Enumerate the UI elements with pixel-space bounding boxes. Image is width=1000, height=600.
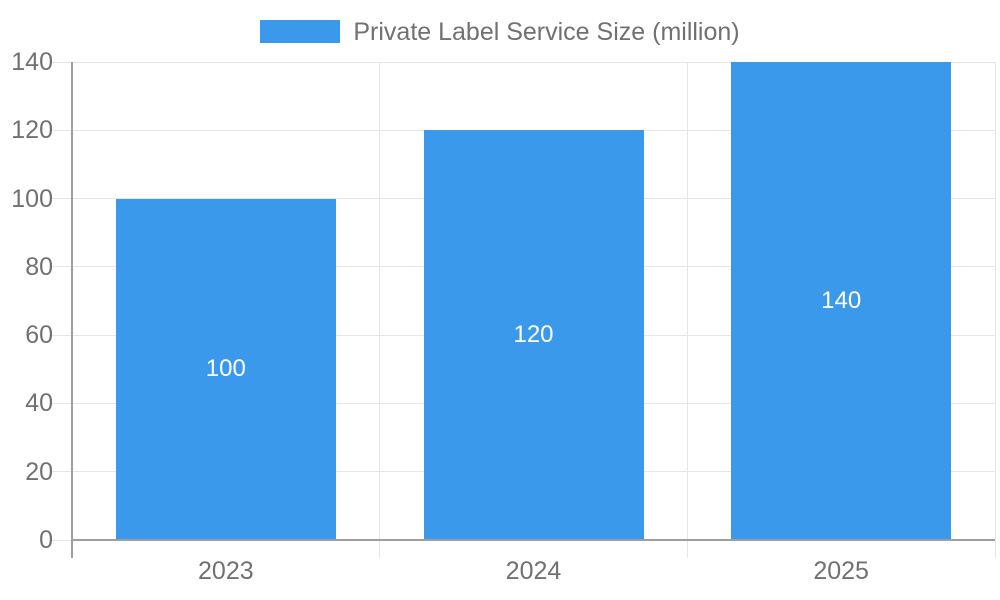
bar-2024[interactable]: 120 xyxy=(423,130,644,540)
legend-label: Private Label Service Size (million) xyxy=(353,17,740,46)
y-tick-label: 140 xyxy=(11,48,53,76)
legend[interactable]: Private Label Service Size (million) xyxy=(0,9,1000,54)
y-tick-label: 0 xyxy=(39,526,53,554)
y-tick-label: 60 xyxy=(25,321,53,350)
y-tick-label: 20 xyxy=(25,457,53,486)
x-gridline xyxy=(994,62,996,558)
x-tick-label-2023: 2023 xyxy=(198,557,254,585)
y-axis-line xyxy=(71,62,73,558)
bar-2023[interactable]: 100 xyxy=(115,198,336,540)
bar-2025[interactable]: 140 xyxy=(731,62,952,540)
bar-value-label: 140 xyxy=(821,287,862,314)
bar-value-label: 120 xyxy=(513,321,554,349)
y-tick-label: 40 xyxy=(25,389,53,418)
y-tick-label: 100 xyxy=(11,184,53,213)
y-tick-label: 80 xyxy=(25,252,53,281)
x-gridline xyxy=(379,62,381,558)
y-tick-label: 120 xyxy=(11,116,53,145)
y-gridline xyxy=(52,61,995,63)
x-axis-line xyxy=(71,539,995,541)
x-gridline xyxy=(686,62,688,558)
bar-value-label: 100 xyxy=(205,355,246,383)
x-tick-label-2025: 2025 xyxy=(813,557,869,585)
x-tick-label-2024: 2024 xyxy=(505,557,562,585)
legend-swatch xyxy=(260,20,341,43)
